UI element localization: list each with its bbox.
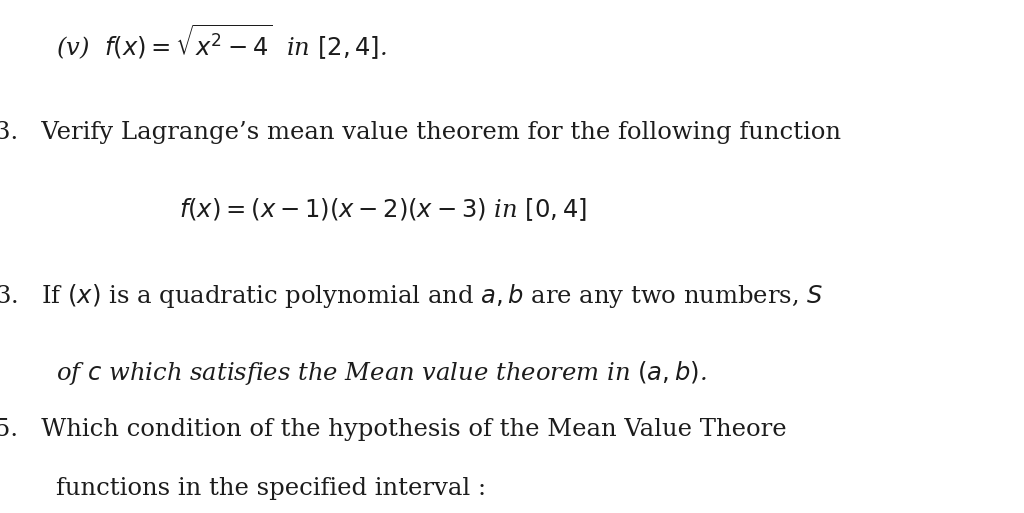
Text: $f(x) = (x - 1)(x - 2)(x - 3)$ in $[0, 4]$: $f(x) = (x - 1)(x - 2)(x - 3)$ in $[0, 4… [179,196,587,223]
Text: 3.   If $(x)$ is a quadratic polynomial and $a, b$ are any two numbers, $S$: 3. If $(x)$ is a quadratic polynomial an… [0,282,823,310]
Text: functions in the specified interval :: functions in the specified interval : [56,477,486,500]
Text: of $c$ which satisfies the Mean value theorem in $(a, b)$.: of $c$ which satisfies the Mean value th… [56,359,707,387]
Text: 3.   Verify Lagrange’s mean value theorem for the following function: 3. Verify Lagrange’s mean value theorem … [0,121,841,144]
Text: 5.   Which condition of the hypothesis of the Mean Value Theore: 5. Which condition of the hypothesis of … [0,418,786,441]
Text: (v)  $f(x) = \sqrt{x^2 - 4}$  in $[2, 4]$.: (v) $f(x) = \sqrt{x^2 - 4}$ in $[2, 4]$. [56,22,387,62]
